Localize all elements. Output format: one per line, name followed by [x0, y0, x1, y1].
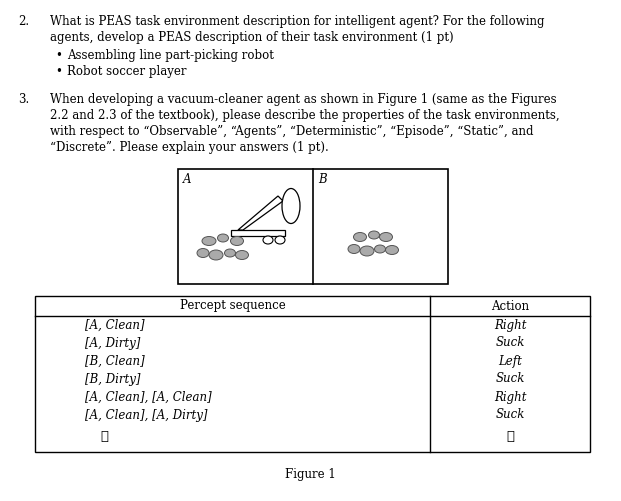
Ellipse shape: [275, 236, 285, 244]
Text: Percept sequence: Percept sequence: [179, 300, 286, 313]
Text: Suck: Suck: [496, 373, 525, 385]
Text: Robot soccer player: Robot soccer player: [67, 65, 186, 78]
Bar: [178, 169, 448, 284]
Text: ⋮: ⋮: [100, 430, 108, 443]
Text: 2.2 and 2.3 of the textbook), please describe the properties of the task environ: 2.2 and 2.3 of the textbook), please des…: [50, 109, 560, 122]
Ellipse shape: [197, 248, 209, 258]
Text: with respect to “Observable”, “Agents”, “Deterministic”, “Episode”, “Static”, an: with respect to “Observable”, “Agents”, …: [50, 125, 533, 138]
Ellipse shape: [379, 232, 392, 241]
Ellipse shape: [282, 188, 300, 223]
Text: “Discrete”. Please explain your answers (1 pt).: “Discrete”. Please explain your answers …: [50, 141, 329, 154]
Ellipse shape: [353, 232, 366, 241]
Text: agents, develop a PEAS description of their task environment (1 pt): agents, develop a PEAS description of th…: [50, 31, 453, 44]
Text: [A, Clean], [A, Dirty]: [A, Clean], [A, Dirty]: [85, 408, 207, 421]
Ellipse shape: [374, 245, 386, 253]
Text: [B, Dirty]: [B, Dirty]: [85, 373, 140, 385]
Polygon shape: [238, 196, 283, 230]
Text: Right: Right: [494, 390, 526, 403]
Ellipse shape: [360, 246, 374, 256]
Ellipse shape: [348, 244, 360, 254]
Text: Left: Left: [498, 355, 522, 368]
Text: When developing a vacuum-cleaner agent as shown in Figure 1 (same as the Figures: When developing a vacuum-cleaner agent a…: [50, 93, 556, 106]
Text: What is PEAS task environment description for intelligent agent? For the followi: What is PEAS task environment descriptio…: [50, 15, 545, 28]
Text: Action: Action: [491, 300, 529, 313]
Text: [A, Clean]: [A, Clean]: [85, 319, 145, 332]
Ellipse shape: [386, 245, 399, 255]
Text: [A, Dirty]: [A, Dirty]: [85, 337, 140, 350]
Text: Suck: Suck: [496, 408, 525, 421]
Text: [B, Clean]: [B, Clean]: [85, 355, 145, 368]
Text: •: •: [55, 65, 62, 78]
Text: 3.: 3.: [18, 93, 29, 106]
Text: •: •: [55, 49, 62, 62]
Ellipse shape: [225, 249, 235, 257]
Text: Suck: Suck: [496, 337, 525, 350]
Text: [A, Clean], [A, Clean]: [A, Clean], [A, Clean]: [85, 390, 212, 403]
Ellipse shape: [217, 234, 229, 242]
Ellipse shape: [209, 250, 223, 260]
Text: 2.: 2.: [18, 15, 29, 28]
Text: Right: Right: [494, 319, 526, 332]
Text: Figure 1: Figure 1: [285, 468, 336, 481]
Text: A: A: [183, 173, 191, 186]
Bar: [35, 296, 590, 452]
Ellipse shape: [230, 236, 243, 245]
Ellipse shape: [263, 236, 273, 244]
Text: Assembling line part-picking robot: Assembling line part-picking robot: [67, 49, 274, 62]
Ellipse shape: [235, 250, 248, 260]
Polygon shape: [231, 230, 285, 236]
Text: ⋮: ⋮: [506, 430, 514, 443]
Text: B: B: [318, 173, 327, 186]
Ellipse shape: [202, 236, 216, 245]
Ellipse shape: [368, 231, 379, 239]
